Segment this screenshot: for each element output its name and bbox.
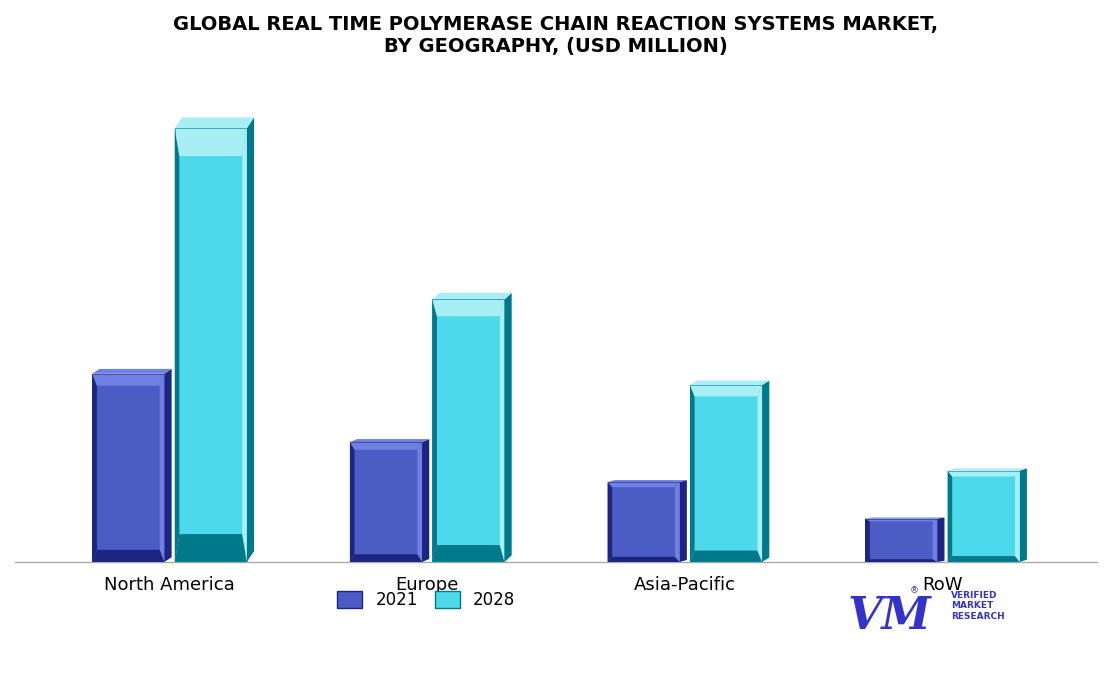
Polygon shape — [92, 374, 97, 562]
Polygon shape — [937, 517, 944, 562]
Polygon shape — [947, 556, 1020, 562]
Polygon shape — [175, 117, 254, 128]
Polygon shape — [350, 442, 355, 562]
Polygon shape — [947, 471, 1020, 477]
Polygon shape — [607, 482, 679, 487]
Polygon shape — [433, 299, 505, 316]
Polygon shape — [423, 439, 429, 562]
Polygon shape — [92, 550, 165, 562]
Polygon shape — [350, 554, 423, 562]
Polygon shape — [865, 559, 937, 562]
Polygon shape — [689, 385, 695, 562]
Polygon shape — [242, 128, 247, 562]
Polygon shape — [247, 117, 254, 562]
Polygon shape — [175, 128, 247, 156]
Polygon shape — [160, 374, 165, 562]
Polygon shape — [689, 550, 762, 562]
Polygon shape — [675, 482, 679, 562]
Bar — [92, 374, 165, 562]
Polygon shape — [762, 380, 770, 562]
Polygon shape — [505, 293, 512, 562]
Polygon shape — [757, 385, 762, 562]
Polygon shape — [433, 545, 505, 562]
Polygon shape — [689, 380, 770, 385]
Title: GLOBAL REAL TIME POLYMERASE CHAIN REACTION SYSTEMS MARKET,
BY GEOGRAPHY, (USD MI: GLOBAL REAL TIME POLYMERASE CHAIN REACTI… — [173, 15, 939, 56]
Bar — [865, 519, 937, 562]
Polygon shape — [350, 442, 423, 450]
Polygon shape — [175, 534, 247, 562]
Polygon shape — [689, 385, 762, 397]
Polygon shape — [865, 519, 937, 521]
Bar — [689, 385, 762, 562]
Bar — [865, 519, 937, 562]
Bar — [607, 482, 679, 562]
Bar — [175, 128, 247, 562]
Text: ®: ® — [910, 586, 919, 595]
Polygon shape — [433, 299, 437, 562]
Bar — [433, 299, 505, 562]
Polygon shape — [175, 128, 179, 562]
Polygon shape — [417, 442, 423, 562]
Polygon shape — [947, 468, 1026, 471]
Polygon shape — [865, 517, 944, 519]
Bar — [175, 128, 247, 562]
Polygon shape — [679, 480, 687, 562]
Bar — [350, 442, 423, 562]
Legend: 2021, 2028: 2021, 2028 — [330, 584, 522, 616]
Text: VM: VM — [847, 594, 932, 638]
Bar — [92, 374, 165, 562]
Polygon shape — [947, 471, 952, 562]
Polygon shape — [92, 369, 171, 374]
Polygon shape — [607, 480, 687, 482]
Polygon shape — [607, 482, 613, 562]
Bar — [607, 482, 679, 562]
Polygon shape — [607, 556, 679, 562]
Bar — [433, 299, 505, 562]
Polygon shape — [1020, 468, 1026, 562]
Bar — [350, 442, 423, 562]
Bar — [947, 471, 1020, 562]
Polygon shape — [865, 519, 870, 562]
Polygon shape — [92, 374, 165, 386]
Polygon shape — [433, 293, 512, 299]
Polygon shape — [499, 299, 505, 562]
Polygon shape — [165, 369, 171, 562]
Polygon shape — [350, 439, 429, 442]
Polygon shape — [1015, 471, 1020, 562]
Polygon shape — [933, 519, 937, 562]
Bar — [689, 385, 762, 562]
Bar — [947, 471, 1020, 562]
Text: VERIFIED
MARKET
RESEARCH: VERIFIED MARKET RESEARCH — [951, 591, 1004, 621]
